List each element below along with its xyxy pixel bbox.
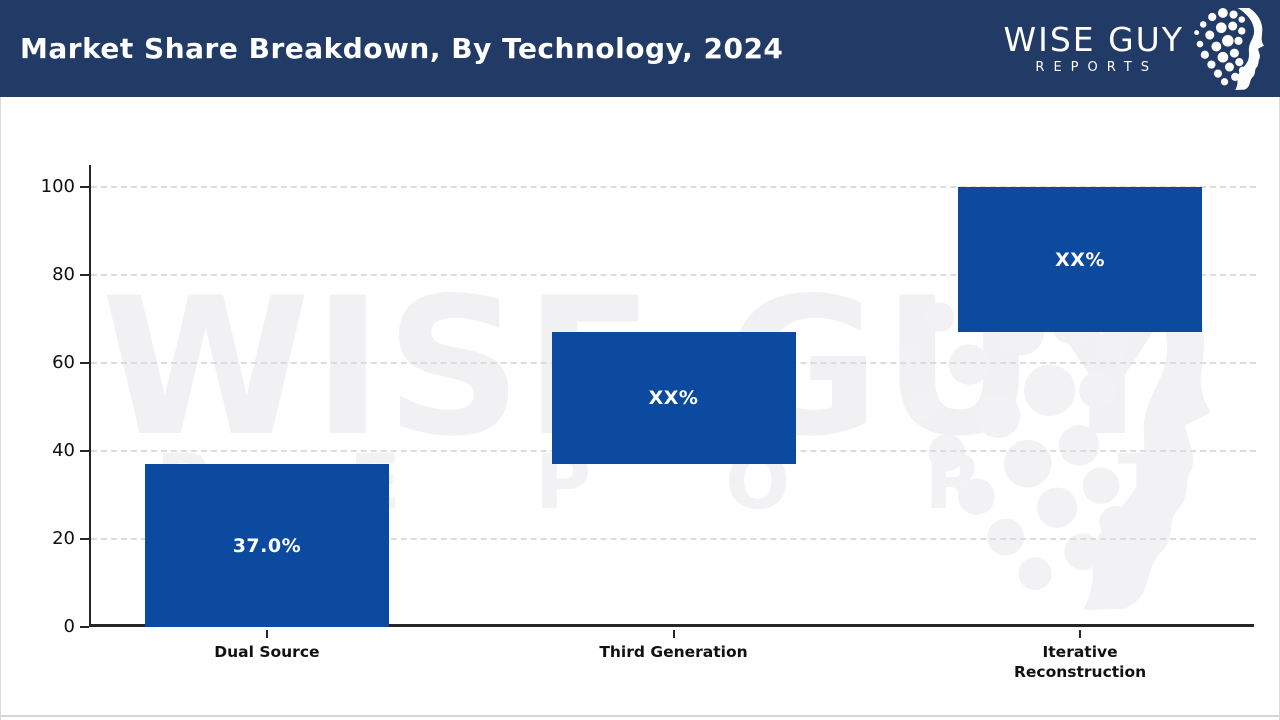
x-tick-mark <box>265 630 268 638</box>
bar: 37.0% <box>144 464 389 627</box>
y-tick-label: 60 <box>52 352 75 373</box>
x-category-label: Dual Source <box>214 643 320 661</box>
y-tick-mark <box>80 626 89 628</box>
x-category-label: Iterative Reconstruction <box>1013 643 1147 682</box>
brand-face-icon <box>1194 8 1264 90</box>
y-tick-mark <box>80 274 89 276</box>
y-tick-label: 20 <box>52 528 75 549</box>
brand-logo: WISE GUY REPORTS <box>1003 8 1266 90</box>
y-tick-mark <box>80 362 89 364</box>
y-tick-label: 40 <box>52 440 75 461</box>
gridline <box>91 274 1256 276</box>
chart-card: WISE GUY R E P O R T S 02040608010037.0%… <box>0 97 1280 720</box>
bar: XX% <box>958 187 1203 333</box>
brand-logo-text: WISE GUY REPORTS <box>1003 23 1184 75</box>
x-tick-mark <box>672 630 675 638</box>
bar: XX% <box>551 332 796 465</box>
y-tick-mark <box>80 450 89 452</box>
y-tick-mark <box>80 538 89 540</box>
bar-value-label: XX% <box>1055 248 1105 271</box>
page-title: Market Share Breakdown, By Technology, 2… <box>20 32 784 65</box>
brand-subtitle: REPORTS <box>1035 59 1159 75</box>
brand-name: WISE GUY <box>1003 20 1184 60</box>
y-tick-label: 0 <box>63 616 75 637</box>
bar-value-label: XX% <box>648 387 699 410</box>
plot-area: 0 20 40 60 80 100 37.0% Dual Source XX% Third Gen… <box>41 165 1256 681</box>
y-tick-label: 80 <box>52 264 75 285</box>
y-tick-mark <box>80 186 89 188</box>
x-tick-mark <box>1079 630 1082 638</box>
x-category-label: Third Generation <box>599 643 748 661</box>
header: Market Share Breakdown, By Technology, 2… <box>0 0 1280 97</box>
card-bottom-divider <box>1 715 1279 717</box>
y-tick-label: 100 <box>40 176 75 197</box>
gridline <box>91 538 1256 540</box>
bar-value-label: 37.0% <box>232 534 302 557</box>
gridline <box>91 186 1256 188</box>
